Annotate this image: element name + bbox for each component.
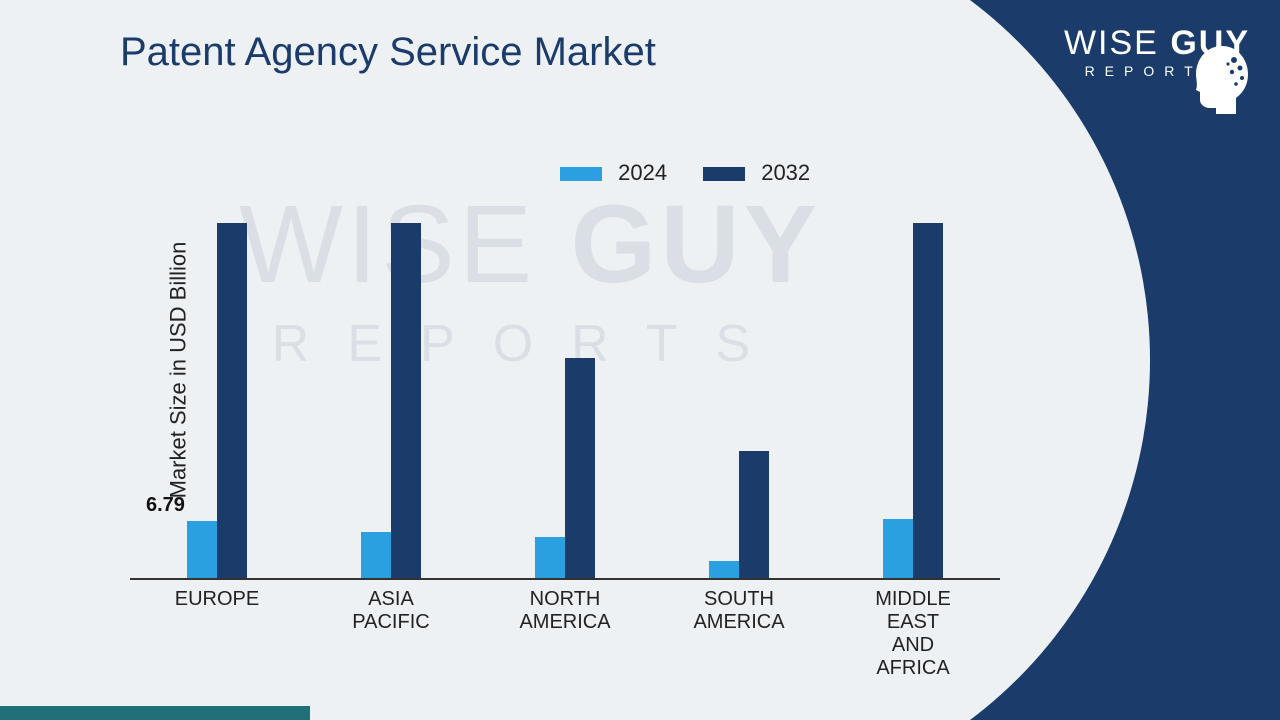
legend-label-2032: 2032 — [761, 160, 810, 185]
bar-2024 — [187, 521, 217, 578]
bars — [535, 358, 595, 578]
legend-label-2024: 2024 — [618, 160, 667, 185]
brand-head-icon — [1192, 44, 1252, 114]
bars — [187, 223, 247, 578]
plot-region: 6.79EUROPEASIA PACIFICNORTH AMERICASOUTH… — [130, 200, 1000, 580]
bars — [709, 451, 769, 578]
bottom-accent-bar — [0, 706, 310, 720]
bar-2032 — [913, 223, 943, 578]
bar-value-label: 6.79 — [146, 494, 185, 517]
bar-2032 — [565, 358, 595, 578]
chart-title: Patent Agency Service Market — [120, 30, 656, 75]
brand-logo: WISE GUY REPORTS — [1064, 26, 1250, 78]
legend-item-2024: 2024 — [560, 160, 667, 186]
x-axis-label: NORTH AMERICA — [519, 588, 610, 634]
bar-2032 — [391, 223, 421, 578]
brand-word-1: WISE — [1064, 24, 1159, 62]
x-axis-baseline — [130, 578, 1000, 580]
bar-2024 — [883, 519, 913, 578]
legend: 2024 2032 — [560, 160, 810, 186]
bars — [361, 223, 421, 578]
page-root: WISE GUY REPORTS WISE GUY REPORTS Patent… — [0, 0, 1280, 720]
chart-area: Market Size in USD Billion 2024 2032 6.7… — [60, 160, 1000, 580]
legend-item-2032: 2032 — [703, 160, 810, 186]
legend-swatch-2032 — [703, 167, 745, 181]
bar-2032 — [217, 223, 247, 578]
x-axis-label: EUROPE — [175, 588, 259, 611]
x-axis-label: MIDDLE EAST AND AFRICA — [875, 588, 951, 680]
bar-2024 — [535, 537, 565, 578]
bar-2032 — [739, 451, 769, 578]
legend-swatch-2024 — [560, 167, 602, 181]
bars — [883, 223, 943, 578]
x-axis-label: ASIA PACIFIC — [352, 588, 429, 634]
bar-2024 — [361, 532, 391, 578]
bar-2024 — [709, 561, 739, 578]
x-axis-label: SOUTH AMERICA — [693, 588, 784, 634]
